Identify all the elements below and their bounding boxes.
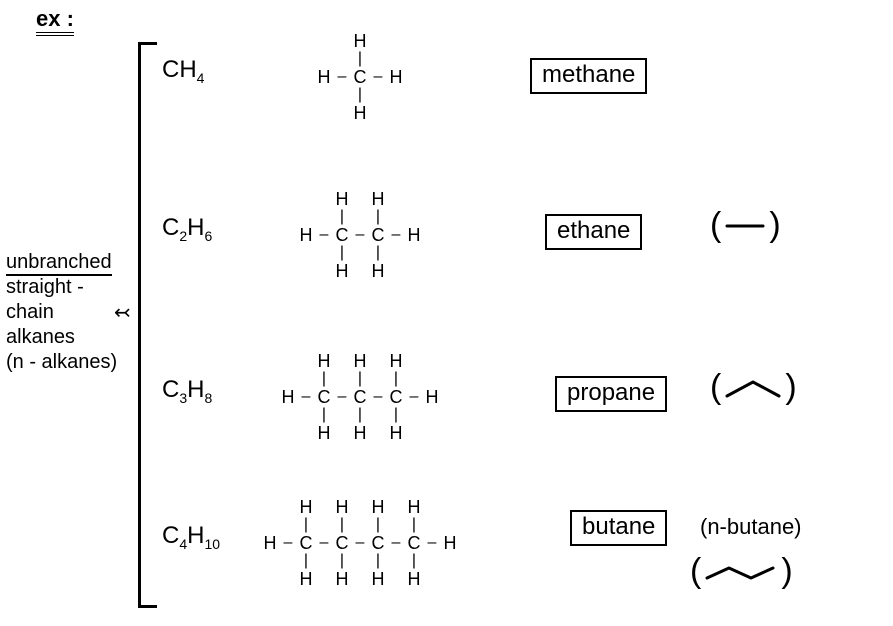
name-box-methane: methane bbox=[530, 58, 647, 94]
skeletal-ethane: () bbox=[710, 206, 781, 245]
structure-ethane: HH || H–C–C–H || HH bbox=[297, 190, 423, 280]
skeletal-propane-icon bbox=[721, 374, 785, 404]
side-label-line1: unbranched bbox=[6, 251, 112, 276]
alt-name-butane: (n-butane) bbox=[700, 514, 802, 540]
name-methane: methane bbox=[530, 58, 647, 94]
skeletal-butane-icon bbox=[701, 558, 781, 588]
name-box-propane: propane bbox=[555, 376, 667, 412]
skeletal-ethane-icon bbox=[721, 212, 769, 240]
formula-propane: C3H8 bbox=[162, 376, 212, 406]
name-box-butane: butane bbox=[570, 510, 667, 546]
formula-butane: C4H10 bbox=[162, 522, 220, 552]
formula-ethane: C2H6 bbox=[162, 214, 212, 244]
name-butane: butane bbox=[570, 510, 667, 546]
name-box-ethane: ethane bbox=[545, 214, 642, 250]
skeletal-butane: () bbox=[690, 552, 793, 591]
structure-propane: HHH ||| H–C–C–C–H ||| HHH bbox=[279, 352, 441, 442]
example-heading: ex : bbox=[36, 6, 74, 32]
name-propane: propane bbox=[555, 376, 667, 412]
bracket-left bbox=[138, 42, 157, 608]
example-heading-text: ex : bbox=[36, 6, 74, 36]
side-label-line5: (n - alkanes) bbox=[6, 350, 134, 375]
arrow-icon: ↢ bbox=[114, 300, 131, 325]
formula-methane: CH4 bbox=[162, 56, 204, 86]
name-ethane: ethane bbox=[545, 214, 642, 250]
side-label-line4: alkanes bbox=[6, 325, 134, 350]
page-root: ex : unbranched straight - chain alkanes… bbox=[0, 0, 893, 626]
skeletal-propane: () bbox=[710, 368, 797, 407]
structure-butane: HHHH |||| H–C–C–C–C–H |||| HHHH bbox=[261, 498, 459, 588]
side-label-line2: straight - bbox=[6, 275, 134, 300]
structure-methane: H | H–C–H | H bbox=[315, 32, 405, 122]
